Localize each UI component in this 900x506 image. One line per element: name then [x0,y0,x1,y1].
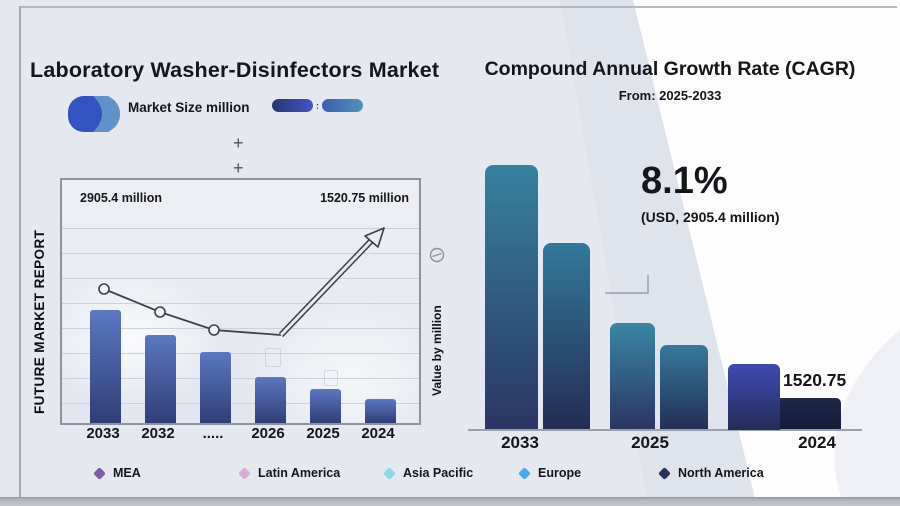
cagr-bar [728,364,780,430]
gridline [62,303,419,304]
value-axis-label: Value by million [430,305,444,396]
legend-diamond-icon [518,466,531,480]
ratio-pills: : [272,99,363,112]
market-bar [145,335,176,423]
gridline [62,253,419,254]
cagr-bar [776,398,841,430]
legend-diamond-icon [238,466,251,480]
legend-label: Asia Pacific [403,466,474,480]
colon-separator: : [316,100,319,111]
market-bar [200,352,231,423]
value-callout: 1520.75 [783,370,847,390]
pill-dark-icon [272,99,313,112]
start-value-label: 2905.4 million [80,191,162,205]
gridline [62,328,419,329]
year-label: 2024 [361,425,395,442]
market-size-label: Market Size million [128,100,250,115]
ghost-document-icon [265,348,281,367]
legend-item: MEA [93,466,141,480]
market-size-chart: 2905.4 million 1520.75 million [60,178,421,425]
cagr-baseline [468,429,862,431]
gridline [62,228,419,229]
cagr-bar [660,345,708,430]
plus-mark-icon: + [233,158,244,178]
market-bar [310,389,341,423]
gridline [62,353,419,354]
legend-diamond-icon [383,466,396,480]
cagr-bar [543,243,590,430]
cylinder-icon [68,96,120,132]
year-label: 2025 [306,425,340,442]
year-label: 2025 [631,433,669,452]
end-value-label: 1520.75 million [320,191,409,205]
legend-label: Europe [538,466,582,480]
gridline [62,278,419,279]
legend-label: North America [678,466,764,480]
year-label: 2033 [501,433,539,452]
market-bar [255,377,286,423]
cagr-subtitle: From: 2025-2033 [618,88,722,103]
year-label: 2026 [251,425,285,442]
corner-bracket-decoration [605,275,649,294]
cagr-value: 8.1% [641,160,728,202]
legend-item: Europe [518,466,582,480]
legend-diamond-icon [93,466,106,480]
legend-diamond-icon [658,466,671,480]
circle-minus-icon [429,247,445,263]
legend-item: North America [658,466,764,480]
gridline [62,403,419,404]
left-frame-line [19,6,21,506]
trend-line-and-arrow [98,227,385,338]
legend-item: Latin America [238,466,341,480]
top-frame-line [19,6,897,8]
plus-mark-icon: + [233,133,244,153]
market-bar [365,399,396,423]
year-label: 2032 [141,425,175,442]
cagr-detail: (USD, 2905.4 million) [641,209,780,225]
page-title: Laboratory Washer-Disinfectors Market [30,58,440,82]
year-label: 2024 [798,433,836,452]
ghost-document-icon [324,370,338,386]
gridline [62,378,419,379]
cagr-title: Compound Annual Growth Rate (CAGR) [484,58,856,80]
year-label: 2033 [86,425,120,442]
pill-teal-icon [322,99,363,112]
bottom-shadow-band [0,497,900,506]
left-axis-watermark: FUTURE MARKET REPORT [32,229,47,415]
legend-label: Latin America [258,466,341,480]
market-bar [90,310,121,423]
legend-item: Asia Pacific [383,466,474,480]
year-label: ..... [202,425,224,442]
cagr-bar [485,165,538,430]
cagr-bar [610,323,655,430]
legend-label: MEA [113,466,141,480]
